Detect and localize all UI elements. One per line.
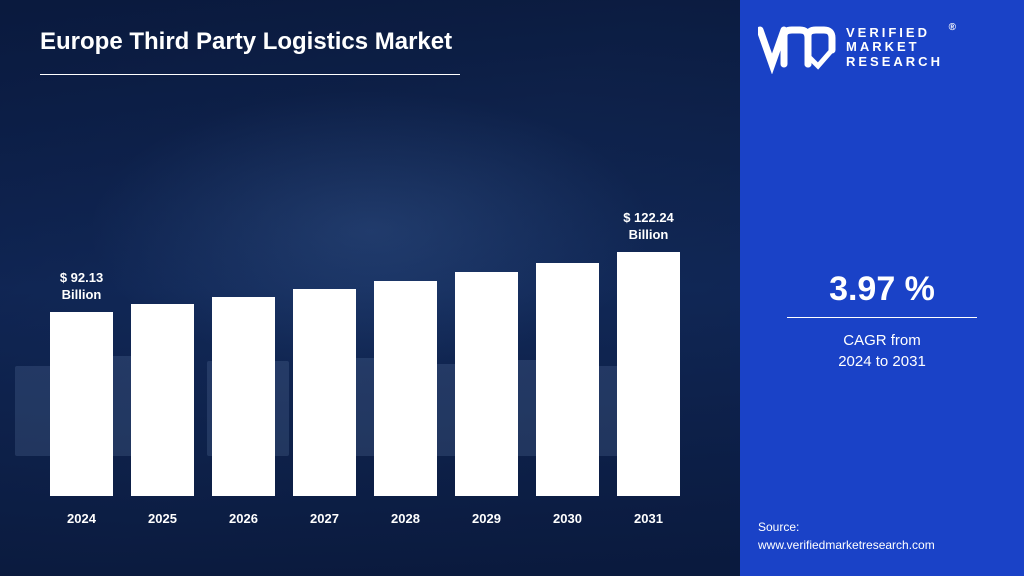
bar-value-label-last: $ 122.24Billion	[623, 210, 674, 244]
x-label-2027: 2027	[293, 511, 356, 526]
bar-rect	[455, 272, 518, 496]
x-label-2024: 2024	[50, 511, 113, 526]
logo-text: VERIFIED MARKET RESEARCH ®	[846, 26, 943, 69]
bar-chart: $ 92.13Billion$ 122.24Billion 2024202520…	[50, 176, 680, 526]
registered-mark: ®	[949, 22, 959, 33]
x-axis: 2024 2025 2026 2027 2028 2029 2030 2031	[50, 511, 680, 526]
bar-rect	[293, 289, 356, 496]
cagr-value: 3.97 %	[740, 270, 1024, 309]
source-block: Source: www.verifiedmarketresearch.com	[758, 518, 935, 554]
logo-line2: MARKET	[846, 40, 943, 54]
bar-value-label-first: $ 92.13Billion	[60, 270, 103, 304]
cagr-block: 3.97 % CAGR from 2024 to 2031	[740, 270, 1024, 372]
bar-2025	[131, 304, 194, 496]
bar-rect	[536, 263, 599, 496]
logo-line1: VERIFIED	[846, 26, 943, 40]
bar-rect	[50, 312, 113, 496]
info-panel: VERIFIED MARKET RESEARCH ® 3.97 % CAGR f…	[740, 0, 1024, 576]
bar-2029	[455, 272, 518, 496]
bar-2026	[212, 297, 275, 496]
cagr-text: CAGR from 2024 to 2031	[740, 330, 1024, 372]
bar-rect	[212, 297, 275, 496]
x-label-2026: 2026	[212, 511, 275, 526]
source-url: www.verifiedmarketresearch.com	[758, 536, 935, 554]
bar-2027	[293, 289, 356, 496]
x-label-2030: 2030	[536, 511, 599, 526]
chart-panel: Europe Third Party Logistics Market $ 92…	[0, 0, 740, 576]
bar-2031: $ 122.24Billion	[617, 252, 680, 496]
bars-container: $ 92.13Billion $ 122.24Billion	[50, 196, 680, 496]
x-label-2031: 2031	[617, 511, 680, 526]
source-label: Source:	[758, 518, 935, 536]
x-label-2029: 2029	[455, 511, 518, 526]
cagr-line1: CAGR from	[843, 332, 921, 349]
bar-rect	[374, 281, 437, 496]
bar-2024: $ 92.13Billion	[50, 312, 113, 496]
bar-2030	[536, 263, 599, 496]
logo-line3: RESEARCH	[846, 55, 943, 69]
chart-title: Europe Third Party Logistics Market	[40, 28, 700, 56]
x-label-2025: 2025	[131, 511, 194, 526]
cagr-underline	[787, 317, 977, 318]
x-label-2028: 2028	[374, 511, 437, 526]
bar-2028	[374, 281, 437, 496]
bar-rect	[617, 252, 680, 496]
title-underline	[40, 74, 460, 75]
cagr-line2: 2024 to 2031	[838, 353, 926, 370]
vmr-logo-icon	[758, 26, 836, 74]
logo: VERIFIED MARKET RESEARCH ®	[758, 26, 1006, 74]
bar-rect	[131, 304, 194, 496]
